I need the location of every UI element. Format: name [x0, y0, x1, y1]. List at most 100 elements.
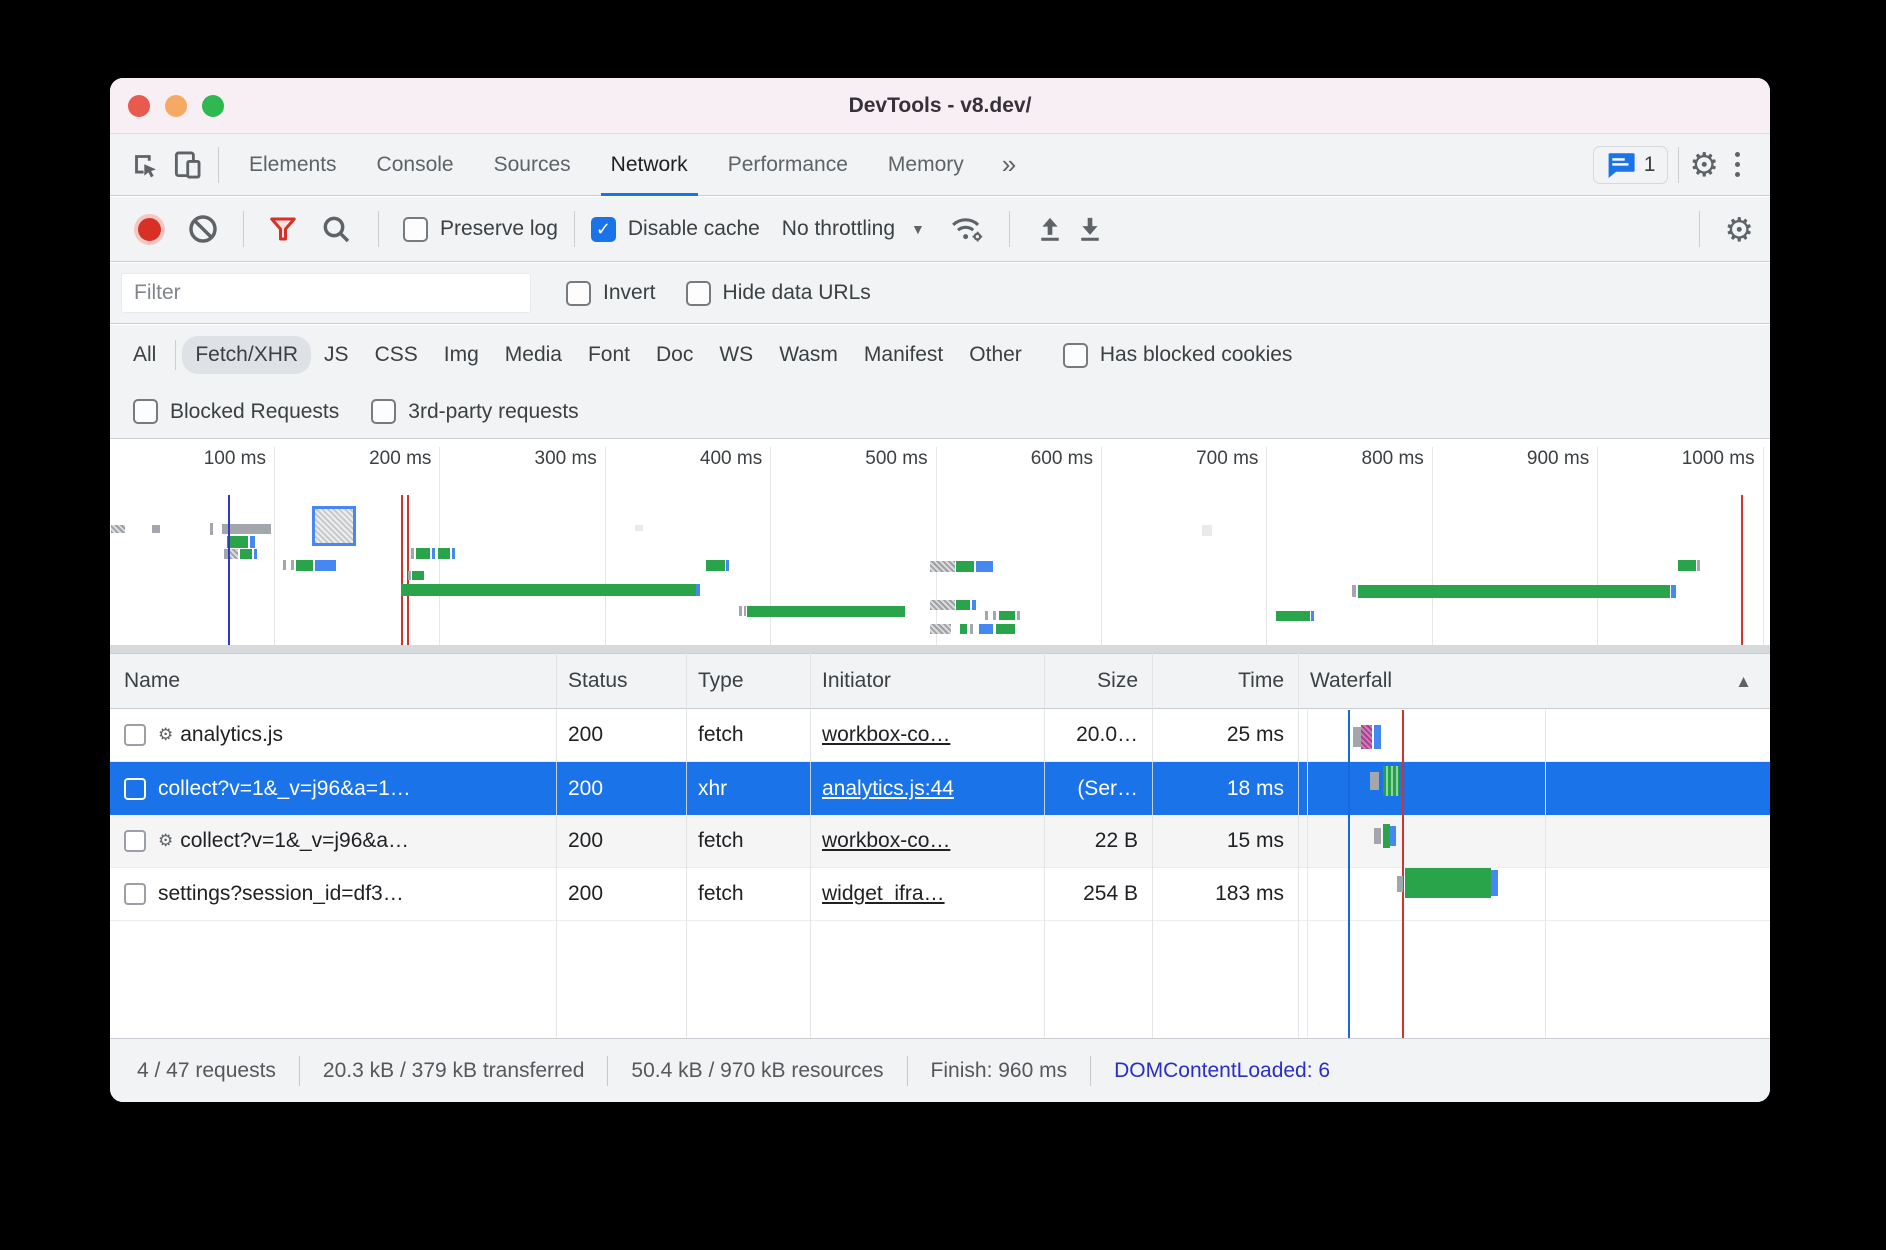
settings-gear-icon[interactable]: ⚙ — [1689, 146, 1719, 183]
tab-network[interactable]: Network — [591, 134, 708, 196]
tab-memory[interactable]: Memory — [887, 152, 964, 176]
chip-js[interactable]: JS — [324, 343, 349, 366]
chip-wasm[interactable]: Wasm — [779, 343, 838, 366]
waterfall-bar-blue — [979, 624, 993, 634]
preserve-log-checkbox[interactable] — [403, 216, 428, 242]
timeline-gridline — [604, 447, 606, 645]
blocked-requests-checkbox[interactable] — [133, 399, 158, 424]
invert-label: Invert — [603, 281, 656, 304]
divider — [1699, 211, 1701, 247]
request-type: fetch — [698, 723, 744, 746]
initiator-link[interactable]: workbox-co… — [822, 829, 951, 852]
waterfall-bar-gray — [1697, 560, 1700, 571]
import-har-icon[interactable] — [1036, 214, 1064, 244]
chip-css[interactable]: CSS — [374, 343, 418, 366]
column-header-status[interactable]: Status — [568, 669, 628, 692]
chip-other[interactable]: Other — [969, 343, 1022, 366]
initiator-link[interactable]: workbox-co… — [822, 723, 951, 746]
chip-font[interactable]: Font — [587, 343, 630, 366]
request-name: settings?session_id=df3… — [158, 882, 404, 905]
third-party-requests-checkbox[interactable] — [371, 399, 397, 424]
waterfall-bar-faint — [1202, 525, 1212, 536]
initiator-link[interactable]: analytics.js:44 — [822, 776, 954, 800]
initiator-link[interactable]: widget_ifra… — [822, 882, 945, 905]
ruler-label: 200 ms — [369, 448, 432, 469]
waterfall-bar-green — [999, 611, 1015, 620]
ruler-label: 1000 ms — [1681, 448, 1755, 469]
timeline-gridline — [1762, 447, 1764, 645]
tab-sources[interactable]: Sources — [493, 152, 571, 176]
close-window-button[interactable] — [128, 94, 150, 117]
chip-ws[interactable]: WS — [719, 343, 754, 366]
disable-cache-checkbox[interactable] — [590, 216, 616, 242]
network-overview-timeline[interactable]: 100 ms 200 ms 300 ms 400 ms 500 ms 600 ms 700 … — [110, 439, 1770, 645]
column-header-waterfall[interactable]: Waterfall — [1310, 669, 1393, 692]
record-network-log-button[interactable] — [138, 217, 161, 241]
network-settings-gear-icon[interactable]: ⚙ — [1724, 210, 1754, 248]
divider — [175, 340, 177, 370]
chip-img[interactable]: Img — [443, 343, 479, 366]
waterfall-bar-green — [438, 548, 450, 559]
table-row[interactable]: ⚙ analytics.js 200 fetch workbox-co… 20.0… — [110, 709, 1770, 762]
invert-checkbox[interactable] — [566, 280, 591, 306]
column-header-name[interactable]: Name — [124, 669, 181, 692]
waterfall-bar-gray — [993, 611, 996, 620]
waterfall-bar-gray — [411, 548, 414, 559]
ruler-label: 900 ms — [1526, 448, 1590, 469]
tab-elements[interactable]: Elements — [249, 152, 337, 176]
service-worker-gear-icon: ⚙ — [158, 831, 174, 850]
waterfall-bar-green — [1276, 611, 1310, 621]
row-checkbox[interactable] — [124, 883, 146, 905]
ruler-label: 600 ms — [1030, 448, 1093, 469]
request-status: 200 — [568, 723, 604, 746]
devtools-window: DevTools - v8.dev/ Elements Console Sour… — [110, 78, 1770, 1102]
waterfall-bar-blue — [1311, 611, 1314, 621]
throttling-dropdown[interactable]: No throttling ▼ — [782, 217, 925, 241]
waterfall-bar-blue — [976, 561, 993, 572]
sort-ascending-icon[interactable]: ▲ — [1735, 672, 1752, 691]
chip-fetch-xhr[interactable]: Fetch/XHR — [182, 336, 312, 374]
waterfall-bar-gray — [210, 523, 213, 535]
search-icon[interactable] — [320, 213, 352, 245]
clear-network-log-icon[interactable] — [187, 213, 219, 245]
column-header-size[interactable]: Size — [1097, 669, 1138, 692]
issues-badge-button[interactable]: 1 — [1592, 145, 1669, 184]
waterfall-bar-gray — [222, 524, 271, 534]
chip-manifest[interactable]: Manifest — [863, 343, 944, 366]
more-tabs-icon[interactable]: » — [1001, 149, 1017, 179]
chip-doc[interactable]: Doc — [656, 343, 694, 366]
waterfall-bar-green — [296, 560, 313, 571]
column-header-type[interactable]: Type — [698, 669, 744, 692]
has-blocked-cookies-checkbox[interactable] — [1062, 342, 1088, 368]
table-row-selected[interactable]: collect?v=1&_v=j96&a=1… 200 xhr analytic… — [110, 762, 1770, 815]
tab-console[interactable]: Console — [376, 152, 454, 176]
filter-funnel-icon[interactable] — [268, 214, 298, 244]
network-conditions-icon[interactable] — [949, 212, 985, 246]
waterfall-bar-grayh — [111, 525, 125, 533]
window-controls — [128, 78, 224, 133]
row-checkbox[interactable] — [124, 724, 146, 746]
column-header-time[interactable]: Time — [1238, 669, 1284, 692]
minimize-window-button[interactable] — [165, 94, 187, 117]
inspect-element-icon[interactable] — [124, 144, 166, 186]
resources-summary: 50.4 kB / 970 kB resources — [631, 1058, 884, 1082]
chip-media[interactable]: Media — [504, 343, 562, 366]
device-toolbar-icon[interactable] — [166, 144, 208, 186]
request-size: 20.0… — [1076, 723, 1138, 746]
hide-data-urls-label: Hide data URLs — [722, 281, 871, 304]
zoom-window-button[interactable] — [202, 94, 224, 117]
filter-input[interactable] — [121, 273, 531, 313]
tab-performance[interactable]: Performance — [727, 152, 848, 176]
table-row[interactable]: settings?session_id=df3… 200 fetch widge… — [110, 868, 1770, 921]
kebab-menu-icon[interactable] — [1719, 152, 1756, 177]
hide-data-urls-checkbox[interactable] — [685, 280, 711, 306]
row-checkbox[interactable] — [124, 777, 146, 800]
waterfall-bar-gray — [224, 549, 228, 559]
export-har-icon[interactable] — [1076, 214, 1104, 244]
column-header-initiator[interactable]: Initiator — [822, 669, 891, 692]
chevron-down-icon: ▼ — [911, 221, 925, 237]
chip-all[interactable]: All — [133, 343, 157, 366]
request-time: 183 ms — [1215, 882, 1284, 905]
row-checkbox[interactable] — [124, 830, 146, 852]
table-row[interactable]: ⚙ collect?v=1&_v=j96&a… 200 fetch workbox… — [110, 815, 1770, 868]
